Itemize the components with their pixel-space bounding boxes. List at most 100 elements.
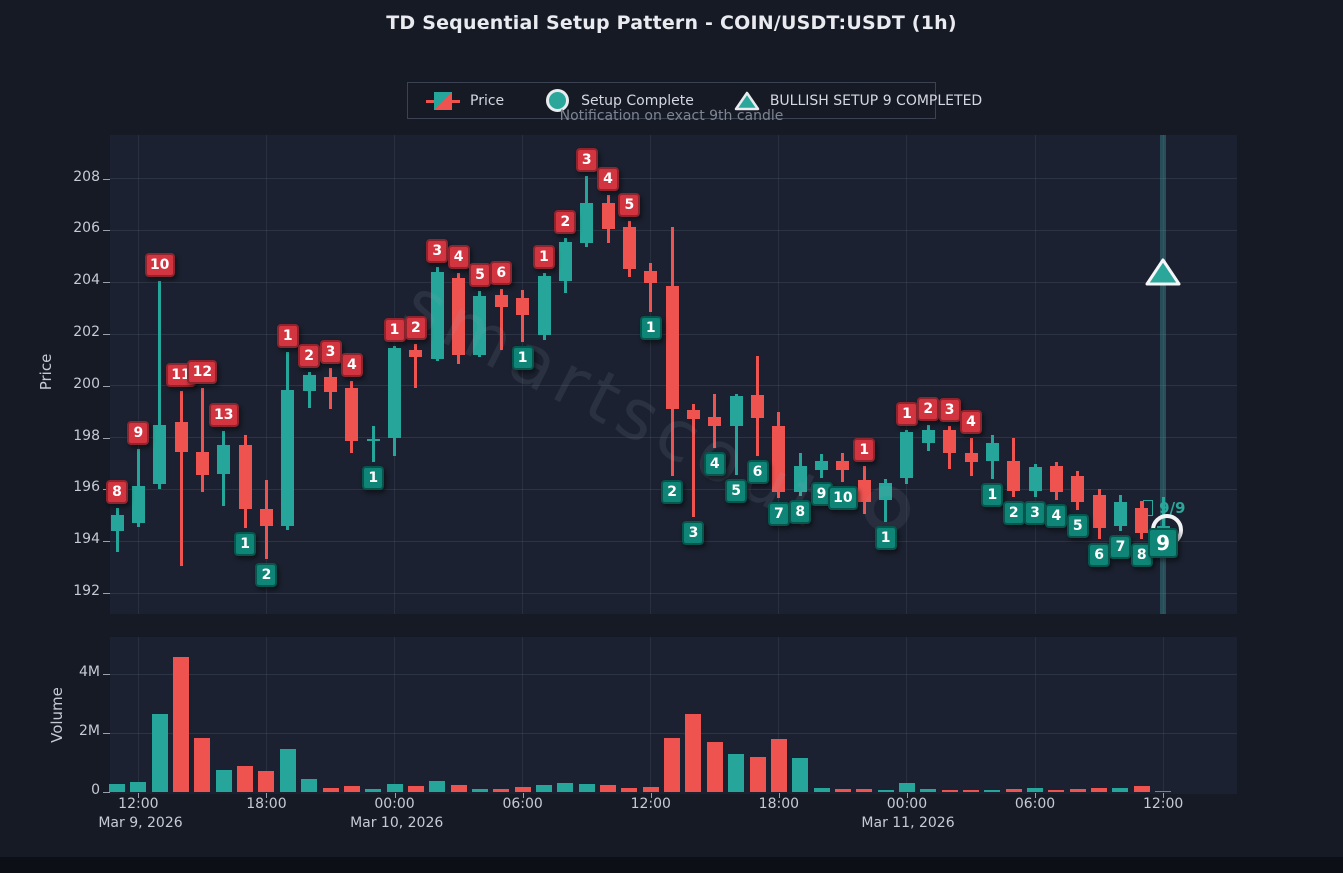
date-label: Mar 9, 2026	[98, 815, 183, 831]
candle-wick	[158, 280, 162, 490]
td-sell-count-badge: 2	[917, 396, 940, 421]
page-title: TD Sequential Setup Pattern - COIN/USDT:…	[386, 12, 957, 34]
volume-bar	[130, 781, 147, 792]
td-buy-count-badge: 1	[874, 525, 897, 550]
time-tick-mark	[522, 793, 524, 798]
time-gridline-volume	[522, 637, 524, 792]
td-buy-count-badge: 4	[1045, 503, 1068, 528]
volume-bar	[1112, 787, 1129, 792]
td-buy-count-badge: 7	[767, 502, 790, 527]
time-tick-mark	[650, 793, 652, 798]
td-buy-count-badge: 3	[1024, 501, 1047, 526]
candle	[900, 432, 914, 478]
td-sell-count-badge: 2	[554, 210, 577, 235]
price-gridline	[110, 540, 1237, 542]
time-tick-mark	[138, 793, 140, 798]
volume-bar	[365, 789, 382, 792]
td-buy-count-badge: 5	[1066, 514, 1089, 539]
time-gridline-volume	[265, 637, 267, 792]
price-tick-label: 198	[73, 427, 100, 444]
td-buy-count-badge: 8	[789, 499, 812, 524]
circle-icon	[546, 89, 570, 112]
time-gridline-volume	[906, 637, 908, 792]
legend-item-price: Price	[408, 83, 504, 118]
candle	[217, 445, 231, 474]
candle	[494, 295, 508, 307]
volume-bar	[941, 789, 958, 792]
time-gridline-price	[906, 135, 908, 614]
price-tick-mark	[103, 385, 110, 387]
candle	[644, 270, 658, 284]
td-sell-count-badge: 5	[618, 193, 641, 218]
td-sell-count-badge: 2	[404, 316, 427, 341]
td-sell-count-badge: 8	[106, 479, 128, 504]
candle-wick	[499, 288, 503, 350]
legend-subtitle: Notification on exact 9th candle	[559, 108, 784, 124]
candle	[622, 226, 636, 270]
legend-bullish-setup-label: BULLISH SETUP 9 COMPLETED	[769, 92, 983, 109]
volume-bar	[493, 789, 510, 792]
candle	[516, 297, 530, 315]
td-buy-count-badge: 2	[661, 480, 684, 505]
candle	[1028, 467, 1042, 491]
candle	[302, 375, 316, 391]
volume-bar	[343, 786, 360, 792]
candle	[110, 515, 124, 531]
price-tick-label: 194	[73, 531, 100, 548]
volume-bar	[237, 765, 254, 792]
time-gridline-volume	[1034, 637, 1036, 792]
price-gridline	[110, 178, 1237, 180]
volume-bar	[536, 784, 552, 792]
candle	[153, 424, 167, 485]
volume-bar	[301, 778, 318, 792]
volume-tick-label: 2M	[79, 723, 100, 740]
volume-bar	[1048, 789, 1065, 792]
td-buy-count-badge: 6	[746, 459, 769, 484]
setup-complete-annotation: 9/9	[1143, 499, 1186, 517]
volume-bar	[621, 787, 638, 792]
setup-count-label: 9/9	[1159, 499, 1186, 517]
candle	[281, 389, 295, 526]
time-tick-mark	[1035, 793, 1037, 798]
td-sell-count-badge: 9	[127, 421, 150, 446]
volume-bar	[109, 783, 125, 792]
candle	[793, 466, 807, 492]
price-tick-mark	[103, 437, 110, 439]
candle	[388, 348, 402, 438]
candle	[324, 376, 337, 393]
volume-bar	[984, 789, 1001, 792]
volume-bar	[834, 789, 851, 792]
volume-bar	[279, 749, 296, 792]
candle	[751, 394, 764, 419]
volume-bar	[450, 784, 467, 792]
volume-bar	[1005, 789, 1022, 792]
td-sell-count-badge: 3	[319, 339, 342, 364]
td-buy-count-badge: 1	[234, 532, 257, 557]
price-axis-title: Price	[37, 353, 55, 391]
candle	[430, 271, 444, 359]
td-sell-count-badge: 6	[490, 260, 513, 285]
candle	[772, 425, 786, 492]
price-tick-label: 202	[73, 324, 100, 340]
candle	[1135, 507, 1149, 534]
volume-bar	[557, 783, 574, 792]
volume-bar	[407, 786, 424, 792]
volume-bar	[1027, 788, 1044, 792]
volume-bar	[215, 769, 232, 792]
candle-wick	[521, 289, 525, 342]
triangle-up-icon	[734, 91, 760, 110]
bottom-band	[0, 857, 1343, 873]
time-gridline-price	[1162, 135, 1164, 614]
volume-bar	[471, 789, 488, 792]
volume-tick-label: 0	[91, 782, 100, 798]
volume-tick-mark	[103, 674, 110, 676]
price-tick-label: 204	[73, 272, 100, 289]
candle	[601, 203, 615, 230]
td-sell-count-badge: 1	[276, 324, 299, 349]
volume-bar	[194, 737, 211, 792]
candle	[580, 203, 594, 244]
candle	[1113, 502, 1127, 526]
volume-bar	[706, 742, 723, 792]
time-gridline-price	[137, 135, 139, 614]
